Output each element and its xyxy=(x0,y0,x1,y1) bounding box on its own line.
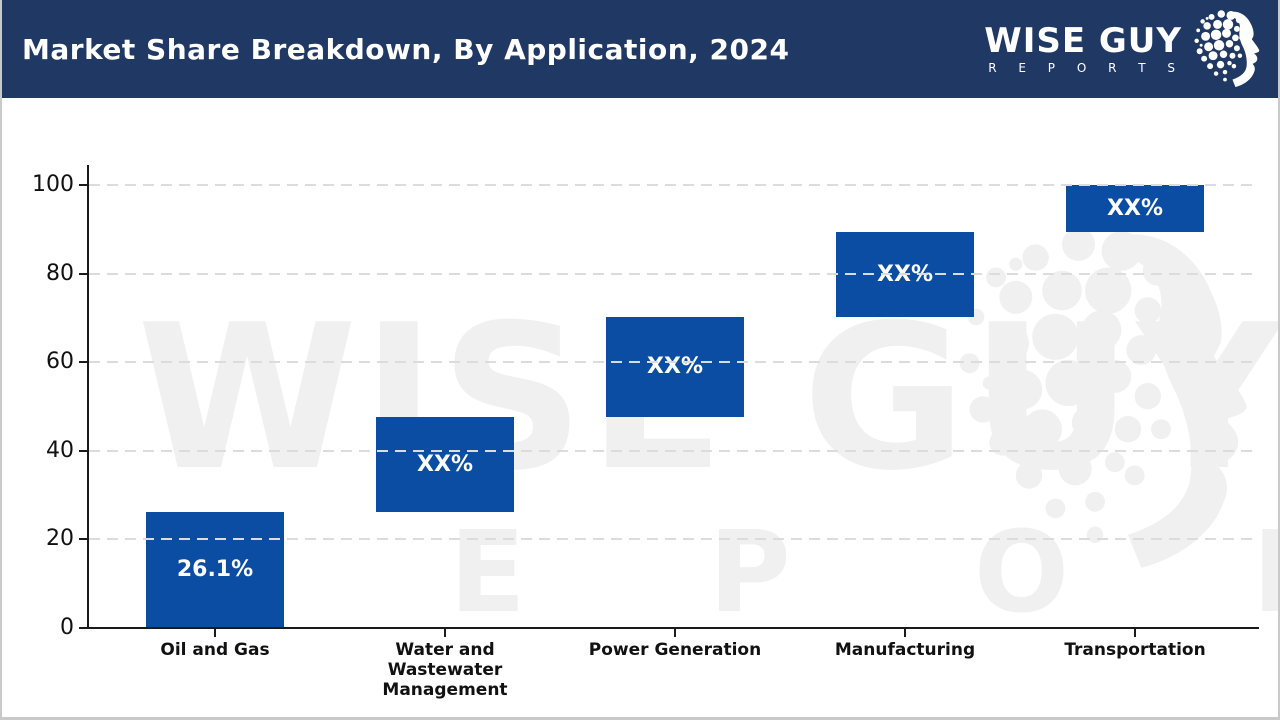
bar-segment: XX% xyxy=(606,316,744,417)
x-tick-mark xyxy=(904,629,906,637)
y-tick-mark xyxy=(79,626,87,629)
gridline xyxy=(89,361,1257,363)
bar-value-label: XX% xyxy=(647,354,703,380)
bar-segment: XX% xyxy=(1066,185,1204,232)
y-axis-spine xyxy=(87,165,89,629)
wiseguy-logo: WISE GUY R E P O R T S xyxy=(982,8,1264,90)
header-band: Market Share Breakdown, By Application, … xyxy=(2,0,1278,98)
y-tick-label: 20 xyxy=(46,526,74,551)
y-tick-mark xyxy=(79,361,87,363)
y-tick-mark xyxy=(79,184,87,186)
x-tick-mark xyxy=(674,629,676,637)
gridline xyxy=(89,538,1257,540)
x-category-label: Transportation xyxy=(1064,640,1206,660)
x-category-label: Power Generation xyxy=(588,640,762,660)
gridline xyxy=(89,272,1257,275)
bar-value-label: XX% xyxy=(1107,195,1163,221)
bar-segment: 26.1% xyxy=(146,512,284,628)
y-tick-mark xyxy=(79,538,87,540)
x-category-label: Manufacturing xyxy=(834,640,976,660)
y-tick-label: 80 xyxy=(46,260,74,286)
bar-value-label: 26.1% xyxy=(176,557,254,583)
gridline xyxy=(89,449,1257,452)
logo-wordmark: WISE GUY xyxy=(984,21,1183,61)
y-tick-mark xyxy=(79,449,87,452)
logo-subtitle: R E P O R T S xyxy=(988,61,1184,75)
y-tick-mark xyxy=(79,272,87,275)
x-tick-mark xyxy=(214,629,216,637)
x-tick-mark xyxy=(1134,629,1136,637)
y-tick-label: 40 xyxy=(46,437,74,463)
bar-segment: XX% xyxy=(376,416,514,512)
bar-value-label: XX% xyxy=(417,451,473,477)
y-tick-label: 0 xyxy=(60,614,74,640)
x-category-label: Oil and Gas xyxy=(160,640,270,660)
dotted-head-logo-icon xyxy=(1194,10,1260,88)
wiseguy-logo-text: WISE GUY R E P O R T S xyxy=(982,24,1184,74)
y-tick-label: 60 xyxy=(46,349,74,374)
x-category-label: Water and Wastewater Management xyxy=(382,640,508,700)
gridline xyxy=(89,184,1257,186)
x-tick-mark xyxy=(444,629,446,637)
page-title: Market Share Breakdown, By Application, … xyxy=(22,32,790,66)
x-axis-spine xyxy=(87,627,1259,629)
y-tick-label: 100 xyxy=(32,172,74,197)
